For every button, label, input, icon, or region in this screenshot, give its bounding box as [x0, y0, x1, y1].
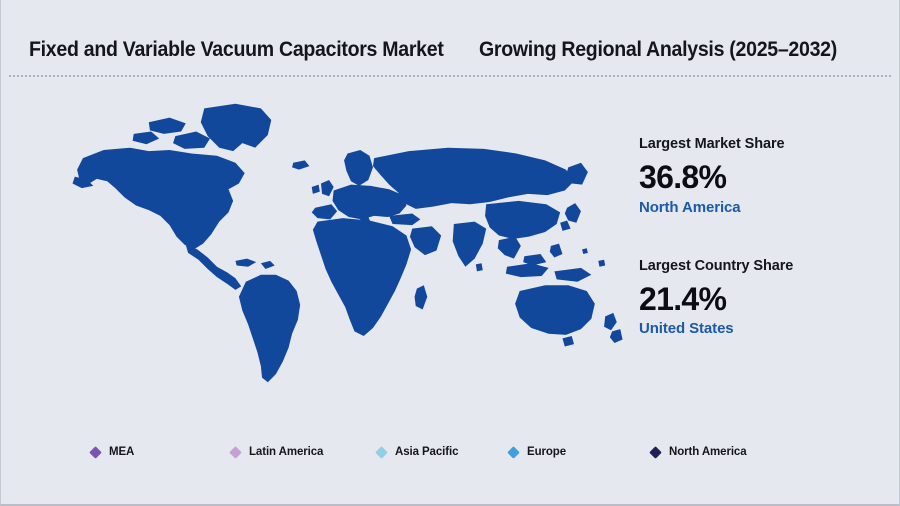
region-japan-2: [560, 220, 571, 231]
region-central-america: [185, 244, 242, 290]
region-philippines: [549, 243, 563, 258]
region-arctic-islands-4: [207, 115, 234, 129]
title-bar: Fixed and Variable Vacuum Capacitors Mar…: [1, 0, 900, 77]
region-british-isles: [320, 180, 334, 197]
region-arctic-islands: [148, 117, 186, 134]
legend-diamond-icon: [89, 445, 102, 459]
legend-item-label: North America: [669, 446, 747, 458]
region-caribbean: [235, 258, 257, 267]
stat-region: United States: [639, 320, 734, 338]
stat-label: Largest Country Share: [639, 257, 794, 274]
legend-item-asia-pacific[interactable]: Asia Pacific: [375, 445, 459, 459]
page-title-main: Fixed and Variable Vacuum Capacitors Mar…: [29, 38, 444, 61]
legend-item-label: Europe: [527, 446, 567, 458]
page-title-sub: Growing Regional Analysis (2025–2032): [479, 38, 837, 61]
stat-label: Largest Market Share: [639, 136, 785, 152]
region-turkey: [389, 213, 421, 226]
world-map-svg: [62, 98, 640, 410]
region-greenland: [200, 103, 272, 152]
legend-item-label: MEA: [109, 446, 135, 458]
region-russia: [372, 147, 575, 209]
legend-diamond-icon: [229, 445, 242, 459]
region-africa: [312, 218, 412, 337]
world-map: [61, 98, 641, 410]
legend-item-label: Asia Pacific: [395, 446, 459, 458]
region-arctic-islands-2: [173, 131, 211, 149]
region-iberia: [311, 204, 338, 220]
legend-item-mea[interactable]: MEA: [89, 445, 135, 459]
region-europe: [332, 184, 407, 220]
region-borneo: [523, 254, 547, 266]
region-iceland: [292, 160, 310, 170]
region-caribbean-2: [260, 260, 275, 270]
legend-diamond-icon: [507, 445, 520, 459]
region-indonesia: [505, 263, 549, 278]
stat-value: 36.8%: [639, 159, 727, 195]
stat-largest-country-share: Largest Country Share 21.4% United State…: [639, 258, 889, 338]
region-new-guinea: [554, 267, 592, 282]
region-alaska-peninsula: [72, 176, 94, 189]
region-arabia: [409, 226, 442, 256]
stat-largest-market-share: Largest Market Share 36.8% North America: [639, 136, 889, 216]
region-south-america: [238, 274, 301, 383]
legend-item-latin-america[interactable]: Latin America: [229, 445, 324, 459]
stat-region: North America: [639, 198, 741, 216]
legend-diamond-icon: [375, 445, 388, 459]
legend-item-north-america[interactable]: North America: [649, 445, 747, 459]
legend-diamond-icon: [649, 445, 662, 459]
region-indochina: [497, 236, 521, 259]
legend-item-label: Latin America: [249, 446, 324, 458]
region-sri-lanka: [475, 263, 483, 272]
region-pacific-islands: [598, 259, 606, 267]
region-far-east: [565, 162, 588, 185]
map-legend: MEA Latin America Asia Pacific Europe No…: [81, 445, 821, 468]
legend-item-europe[interactable]: Europe: [507, 445, 567, 459]
region-east-asia: [485, 200, 561, 239]
region-madagascar: [414, 285, 428, 310]
title-divider: [9, 75, 891, 77]
region-india: [452, 221, 487, 267]
stat-value: 21.4%: [639, 280, 727, 317]
region-pacific-islands-2: [582, 248, 588, 254]
region-japan: [564, 203, 581, 223]
region-ireland: [311, 184, 320, 194]
region-australia: [515, 285, 595, 335]
region-new-zealand: [604, 312, 617, 331]
region-new-zealand-2: [609, 329, 623, 343]
region-scandinavia: [344, 150, 373, 186]
region-tasmania: [562, 336, 575, 347]
region-arctic-islands-3: [132, 131, 160, 145]
region-north-america: [77, 147, 245, 250]
map-landmasses: [72, 103, 623, 383]
stats-panel: Largest Market Share 36.8% North America…: [639, 136, 889, 379]
